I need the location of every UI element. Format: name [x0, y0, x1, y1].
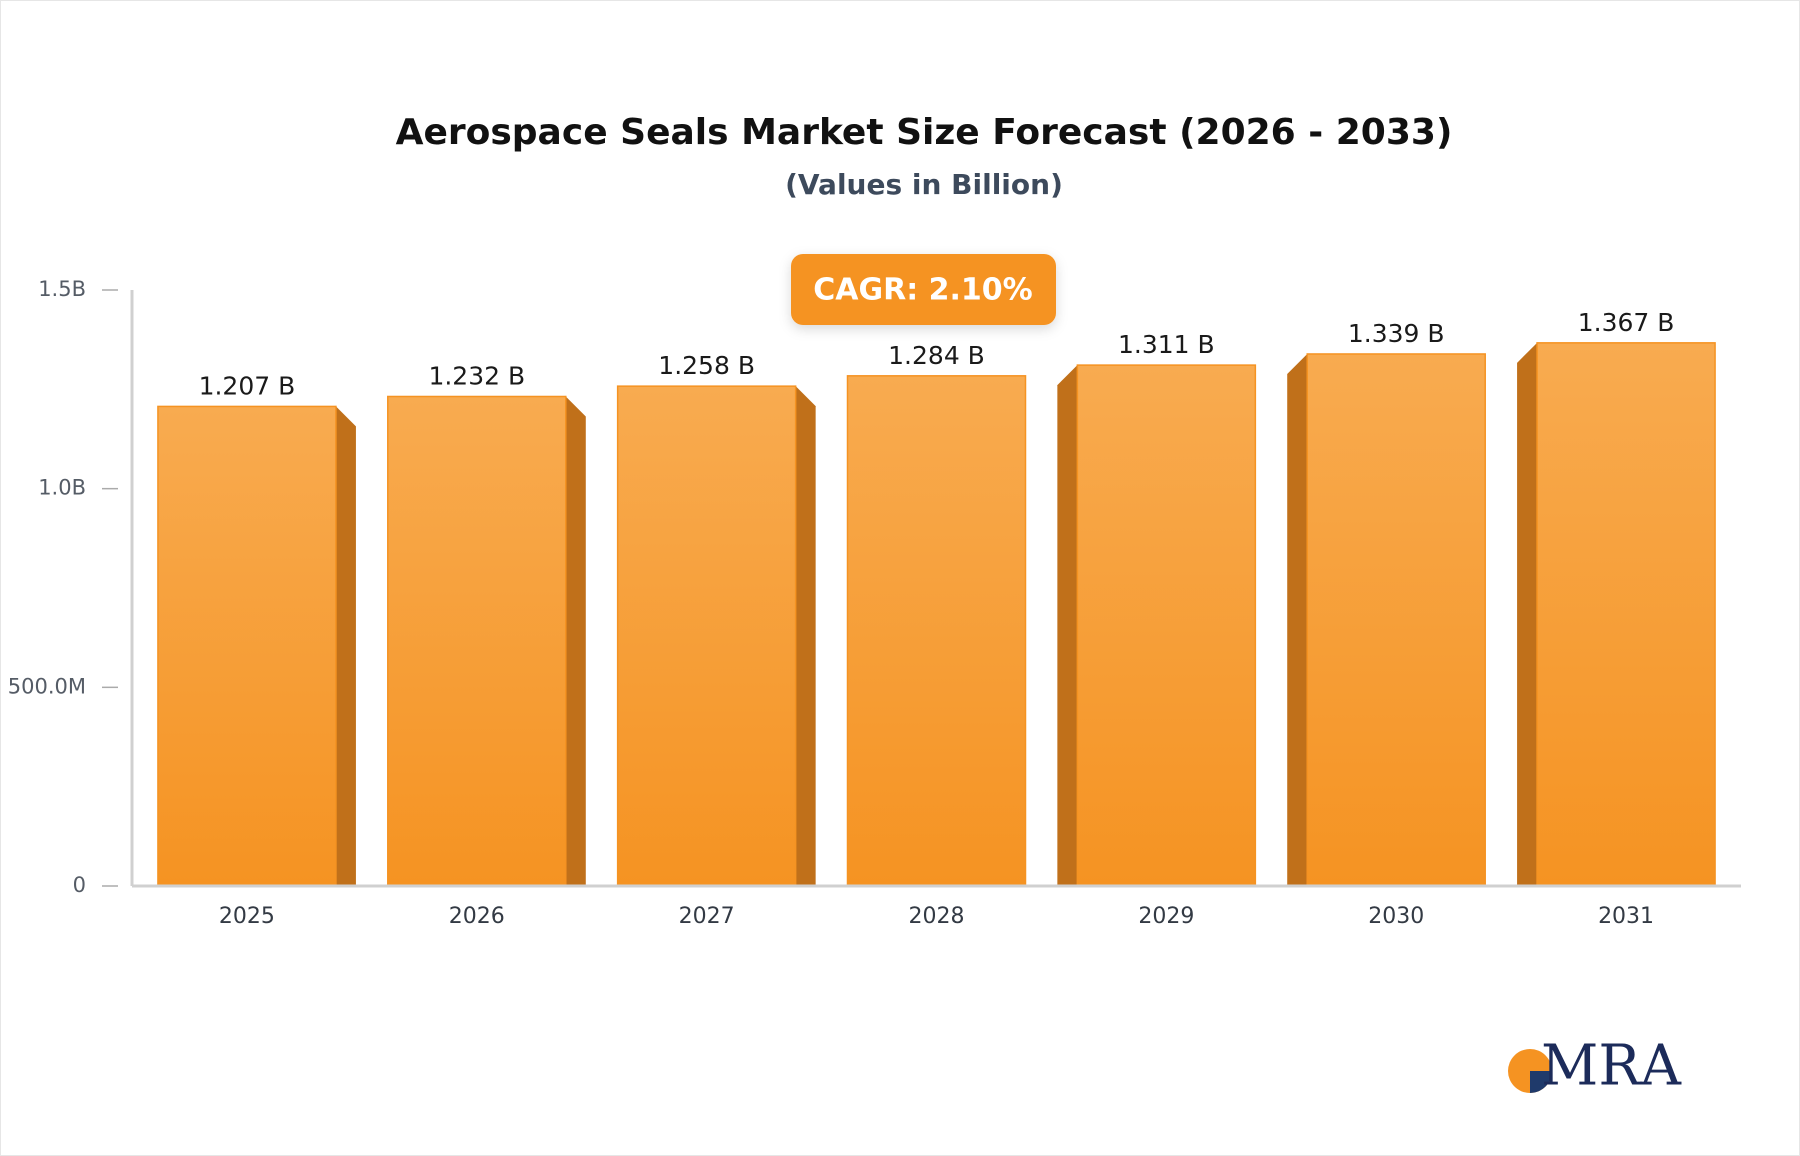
chart-title: Aerospace Seals Market Size Forecast (20…	[396, 112, 1453, 153]
y-tick-label: 500.0M	[8, 674, 86, 698]
bar	[1536, 342, 1716, 887]
y-tick-label: 0	[73, 873, 86, 897]
bar-side	[795, 386, 816, 886]
bar	[387, 395, 567, 887]
x-tick-label: 2031	[1598, 904, 1654, 929]
bar-side	[1057, 365, 1078, 886]
bar	[616, 385, 797, 887]
logo: MRA	[1508, 1034, 1682, 1099]
x-tick-label: 2027	[679, 904, 735, 929]
x-tick-label: 2028	[909, 904, 965, 929]
value-label: 1.339 B	[1348, 319, 1445, 348]
value-label: 1.258 B	[658, 351, 755, 380]
annotation-box	[791, 254, 1056, 325]
x-tick-label: 2025	[219, 904, 275, 929]
value-label: 1.367 B	[1578, 308, 1675, 337]
logo-icon-part	[1530, 1071, 1552, 1093]
bar	[1076, 364, 1257, 887]
bar	[157, 405, 337, 887]
annotation: CAGR: 2.10%	[813, 273, 1032, 308]
x-tick-label: 2030	[1368, 904, 1424, 929]
bar	[846, 375, 1027, 887]
value-label: 1.232 B	[428, 361, 525, 390]
chart-subtitle: (Values in Billion)	[785, 168, 1063, 201]
bar-side	[1287, 353, 1308, 886]
bar-side	[565, 396, 586, 886]
x-tick-label: 2029	[1138, 904, 1194, 929]
logo-text: MRA	[1541, 1034, 1682, 1099]
y-tick-label: 1.5B	[38, 277, 86, 301]
bar-side	[335, 406, 356, 886]
bar-side	[1517, 342, 1538, 886]
value-label: 1.311 B	[1118, 330, 1215, 359]
value-label: 1.207 B	[199, 371, 296, 400]
y-tick-label: 1.0B	[38, 476, 86, 500]
bar	[1306, 353, 1486, 887]
value-label: 1.284 B	[888, 341, 985, 370]
x-tick-label: 2026	[449, 904, 505, 929]
